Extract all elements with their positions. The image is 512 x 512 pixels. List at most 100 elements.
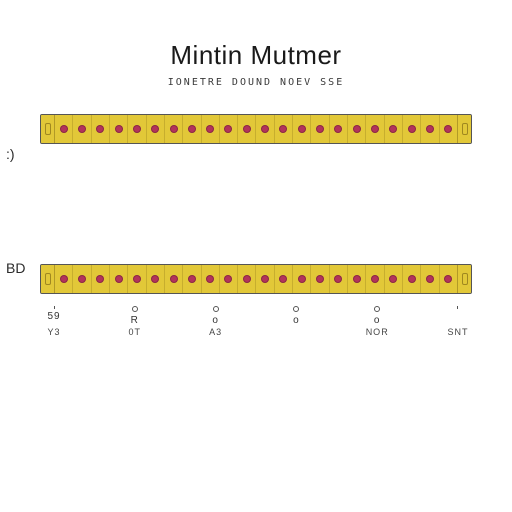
ruler-cell <box>384 115 402 143</box>
ruler-cell <box>219 115 237 143</box>
ruler-dot <box>353 275 361 283</box>
ruler-dot <box>389 275 397 283</box>
ruler-cap-right <box>457 265 471 293</box>
ruler-dot <box>133 275 141 283</box>
ruler-cell <box>164 115 182 143</box>
ruler-dot <box>279 275 287 283</box>
ruler-dot <box>151 275 159 283</box>
ruler-cell <box>109 265 127 293</box>
ruler-dot <box>334 125 342 133</box>
ruler-cell <box>219 265 237 293</box>
subtitle: IONETRE DOUND NOEV SSE <box>34 77 478 88</box>
ruler-cell <box>182 115 200 143</box>
axis-row-markers: 59 Ro o o <box>34 302 478 326</box>
ruler-dot <box>133 125 141 133</box>
ruler-dot <box>298 275 306 283</box>
ruler-cell <box>72 115 90 143</box>
ruler-dot <box>96 125 104 133</box>
ruler-cell <box>91 115 109 143</box>
ruler-cell <box>91 265 109 293</box>
axis-label: A3 <box>202 327 230 337</box>
ruler-cell <box>255 115 273 143</box>
ruler-cell <box>310 115 328 143</box>
ruler-cell <box>201 265 219 293</box>
ruler-dot <box>96 275 104 283</box>
axis-tick: o <box>282 306 310 326</box>
ruler-dot <box>408 275 416 283</box>
axis-marker-label: o <box>282 315 310 326</box>
ruler-dot <box>78 275 86 283</box>
ruler-cell <box>292 115 310 143</box>
ruler-cell <box>439 115 457 143</box>
ruler-dot <box>298 125 306 133</box>
axis-tick: o <box>363 306 391 326</box>
ruler-cell <box>310 265 328 293</box>
ruler-dot <box>426 125 434 133</box>
ruler-cell <box>329 115 347 143</box>
figure: Mintin Mutmer IONETRE DOUND NOEV SSE :) … <box>0 0 512 512</box>
ruler-block-2 <box>34 264 478 294</box>
ruler-cell <box>420 265 438 293</box>
ruler-dot <box>334 275 342 283</box>
ruler-dot <box>316 275 324 283</box>
ruler-cell <box>329 265 347 293</box>
ruler-dot <box>188 125 196 133</box>
axis-tick <box>444 306 472 326</box>
ruler-cell <box>201 115 219 143</box>
ruler-cell <box>255 265 273 293</box>
ruler-dot <box>224 275 232 283</box>
ruler-dot <box>170 125 178 133</box>
ruler-cell <box>439 265 457 293</box>
ruler-cell <box>274 265 292 293</box>
ruler-cell <box>72 265 90 293</box>
ruler-cell <box>146 115 164 143</box>
ruler-2 <box>40 264 472 294</box>
ruler-dot <box>426 275 434 283</box>
ruler-2-label: BD <box>6 260 25 276</box>
axis-marker-label: 59 <box>40 311 68 322</box>
ruler-dot <box>444 275 452 283</box>
ruler-strip <box>55 265 457 293</box>
axis-marker-label: o <box>202 315 230 326</box>
ruler-strip <box>55 115 457 143</box>
ruler-1-label: :) <box>6 146 15 162</box>
main-title: Mintin Mutmer <box>34 40 478 71</box>
ruler-dot <box>78 125 86 133</box>
ruler-dot <box>60 275 68 283</box>
ruler-cell <box>55 115 72 143</box>
ruler-dot <box>115 125 123 133</box>
ruler-dot <box>188 275 196 283</box>
ruler-cell <box>237 115 255 143</box>
ruler-dot <box>444 125 452 133</box>
ruler-cell <box>402 115 420 143</box>
ruler-cap-left <box>41 265 55 293</box>
ruler-dot <box>243 275 251 283</box>
ruler-1 <box>40 114 472 144</box>
ruler-dot <box>353 125 361 133</box>
ruler-block-1 <box>34 114 478 144</box>
ruler-cell <box>402 265 420 293</box>
ruler-cap-right <box>457 115 471 143</box>
ruler-dot <box>60 125 68 133</box>
axis-label: Y3 <box>40 327 68 337</box>
axis-tick: R <box>121 306 149 326</box>
ruler-cap-left <box>41 115 55 143</box>
axis-label: NOR <box>363 327 391 337</box>
axis-row-labels: Y30TA3NORSNT <box>34 326 478 337</box>
axis-tick: o <box>202 306 230 326</box>
ruler-dot <box>316 125 324 133</box>
ruler-dot <box>115 275 123 283</box>
axis-marker-label: R <box>121 315 149 326</box>
ruler-cell <box>274 115 292 143</box>
ruler-cell <box>127 265 145 293</box>
ruler-cell <box>292 265 310 293</box>
ruler-dot <box>408 125 416 133</box>
axis-label: 0T <box>121 327 149 337</box>
ruler-dot <box>170 275 178 283</box>
ruler-dot <box>151 125 159 133</box>
ruler-dot <box>279 125 287 133</box>
ruler-dot <box>261 125 269 133</box>
ruler-dot <box>389 125 397 133</box>
ruler-dot <box>224 125 232 133</box>
ruler-cell <box>182 265 200 293</box>
